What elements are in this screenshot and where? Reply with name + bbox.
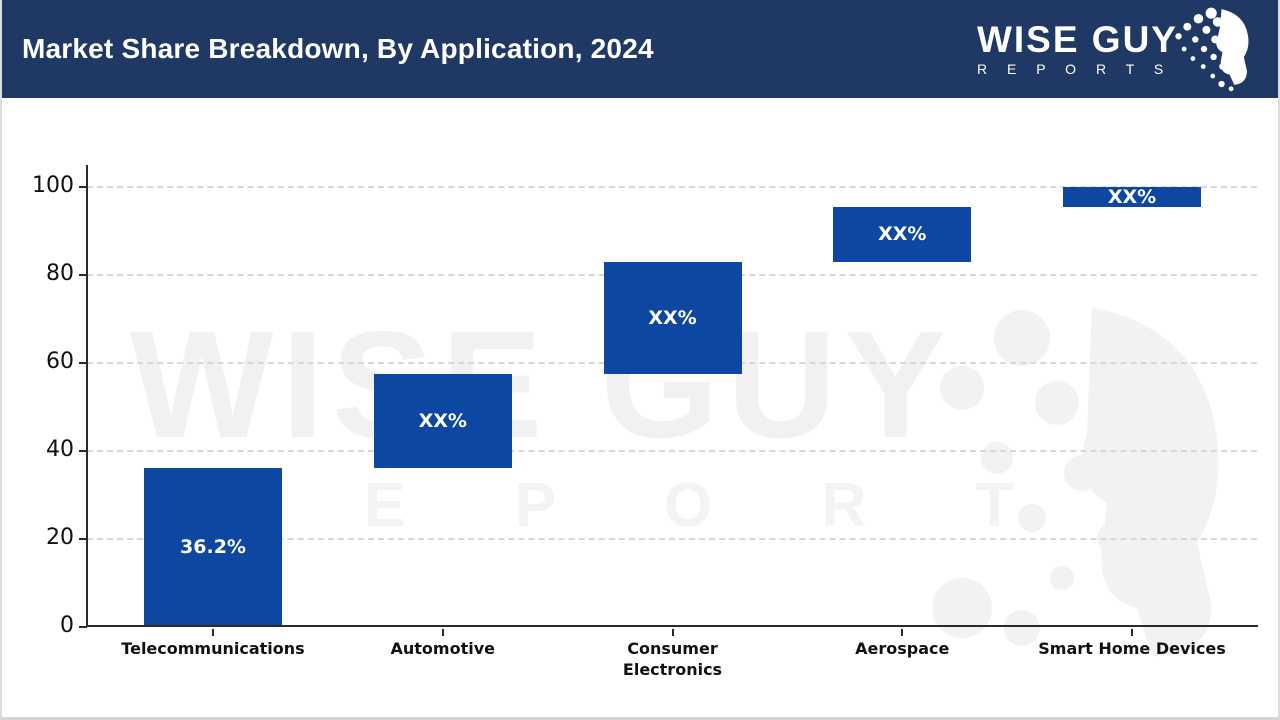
- category-label-automotive: Automotive: [390, 639, 496, 658]
- plot-area: WISE GUY R E P O R T S 0 20 40 60 80 100 36.2%…: [2, 98, 1278, 717]
- x-tick-mark-smart-home-devices: [1131, 629, 1133, 636]
- y-axis-line: [86, 165, 88, 627]
- x-tick-mark-telecommunications: [212, 629, 214, 636]
- x-tick-mark-automotive: [441, 629, 444, 636]
- bar-consumer-electronics: XX%: [603, 261, 742, 374]
- bar-value-label-automotive: XX%: [418, 409, 467, 432]
- y-tick-mark-100: [79, 186, 87, 188]
- gridline-40: [87, 450, 1257, 452]
- y-tick-mark-60: [79, 362, 87, 364]
- y-tick-label-0: 0: [60, 613, 74, 638]
- gridline-100: [87, 186, 1257, 188]
- bar-telecommunications: 36.2%: [144, 467, 282, 627]
- bar-smart-home-devices: XX%: [1063, 185, 1201, 208]
- page-title: Market Share Breakdown, By Application, …: [22, 33, 654, 64]
- bar-aerospace: XX%: [833, 206, 972, 262]
- header-bar: Market Share Breakdown, By Application, …: [2, 0, 1278, 98]
- y-tick-mark-20: [79, 538, 87, 540]
- y-tick-mark-40: [79, 450, 87, 452]
- watermark-subtitle: R E P O R T S: [210, 471, 1210, 540]
- y-tick-label-100: 100: [32, 173, 74, 198]
- category-label-smart-home-devices: Smart Home Devices: [1038, 639, 1226, 658]
- category-label-aerospace: Aerospace: [855, 639, 950, 658]
- x-tick-mark-consumer-electronics: [671, 629, 674, 636]
- y-tick-label-40: 40: [46, 437, 74, 462]
- bar-value-label-aerospace: XX%: [878, 223, 927, 246]
- y-tick-label-60: 60: [46, 349, 74, 374]
- x-tick-mark-aerospace: [901, 629, 904, 636]
- bar-value-label-telecommunications: 36.2%: [180, 536, 246, 559]
- bar-value-label-consumer-electronics: XX%: [648, 306, 697, 329]
- watermark-wordmark: WISE GUY: [130, 300, 955, 470]
- bar-value-label-smart-home-devices: XX%: [1107, 185, 1157, 208]
- x-axis-line: [86, 625, 1258, 627]
- logo-subtitle: R E P O R T S: [976, 61, 1172, 78]
- y-tick-label-20: 20: [46, 525, 74, 550]
- y-tick-mark-0: [79, 626, 87, 628]
- logo-wordmark: WISE GUY: [976, 18, 1178, 60]
- y-tick-label-80: 80: [46, 261, 74, 286]
- logo-text: WISE GUY R E P O R T S: [976, 18, 1178, 78]
- y-tick-mark-80: [79, 274, 87, 276]
- gridline-20: [87, 538, 1257, 540]
- bar-automotive: XX%: [373, 374, 512, 468]
- category-label-telecommunications: Telecommunications: [121, 639, 305, 658]
- category-label-consumer-electronics: Consumer Electronics: [622, 639, 723, 679]
- watermark-face-icon: [932, 308, 1219, 657]
- logo-face-icon: [1175, 7, 1249, 92]
- wise-guy-logo: WISE GUY R E P O R T S: [977, 6, 1258, 92]
